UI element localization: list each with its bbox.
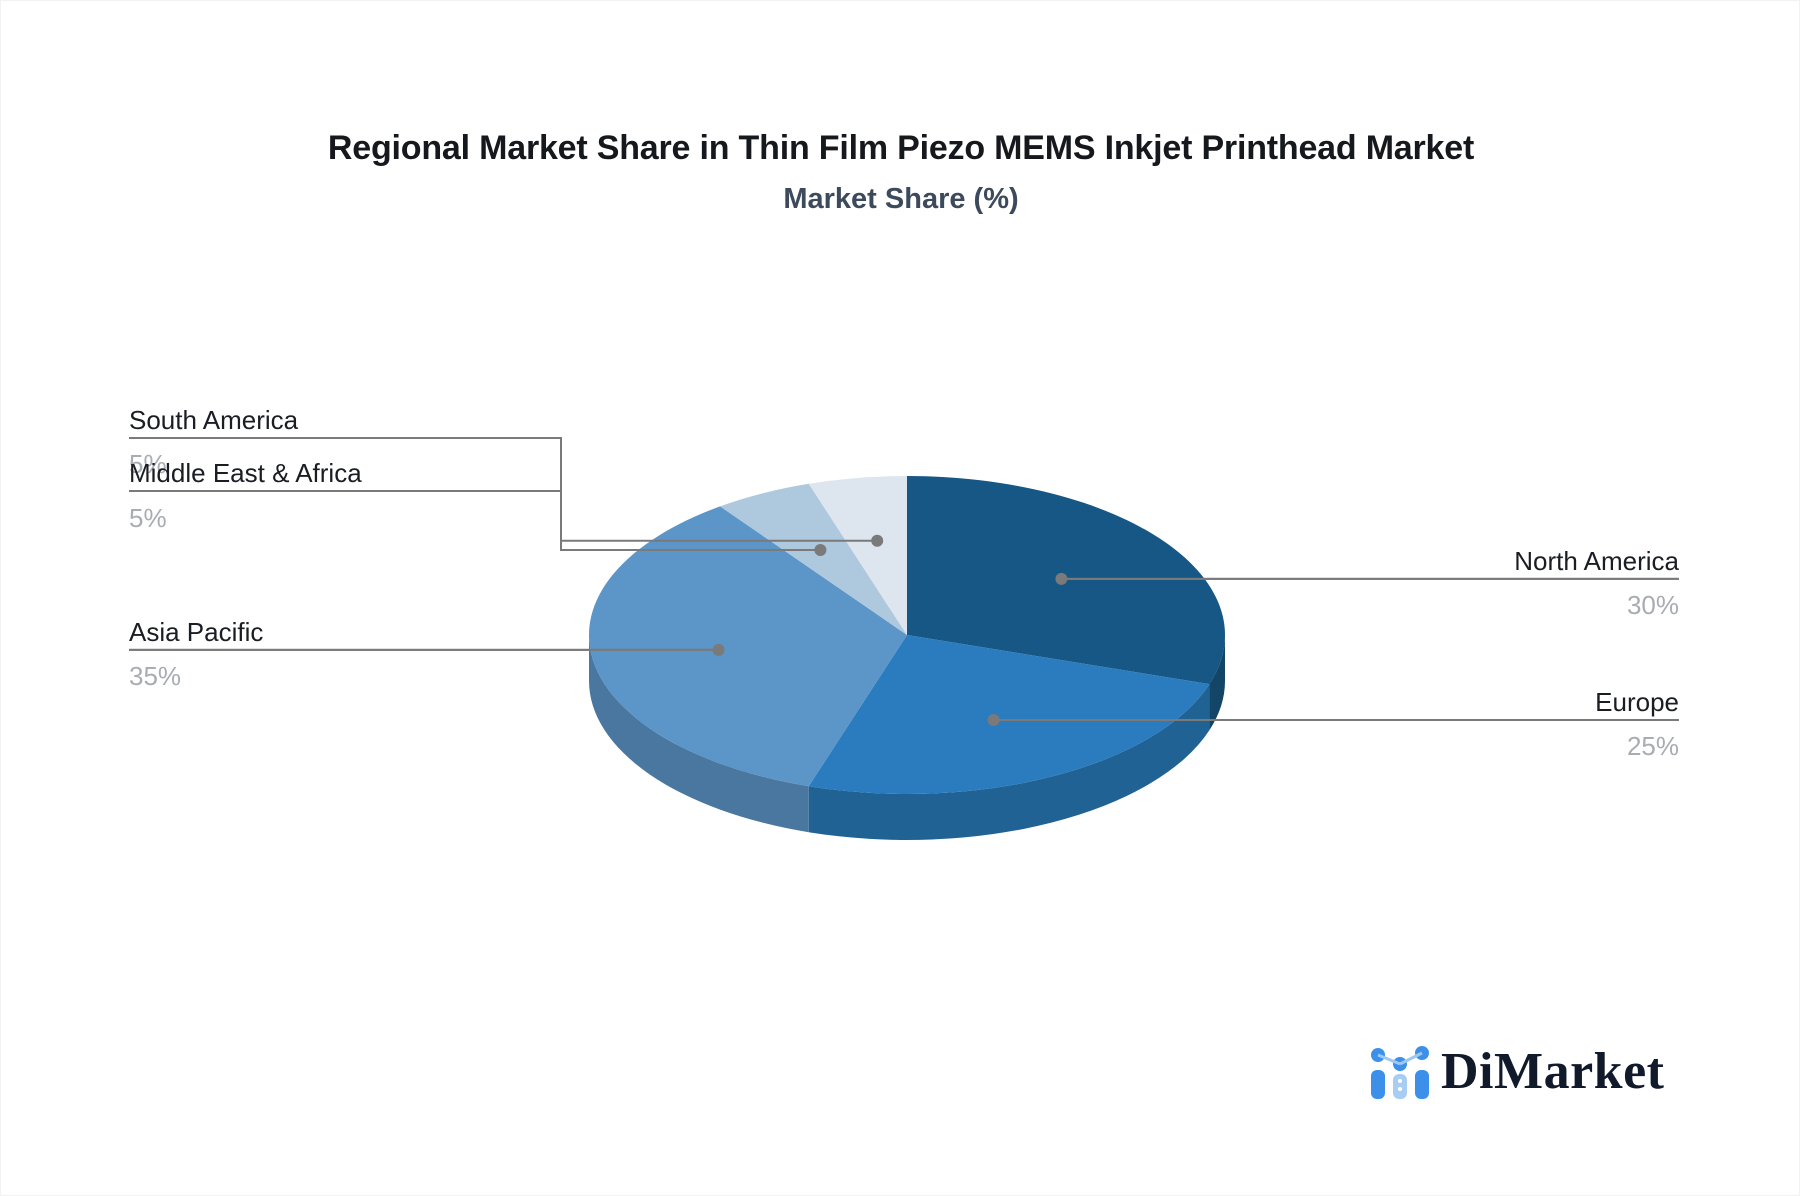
page-title: Regional Market Share in Thin Film Piezo… xyxy=(327,129,1475,167)
label-north-america-value: 30% xyxy=(1627,590,1679,620)
label-europe-value: 25% xyxy=(1627,731,1679,761)
logo-wordmark: DiMarket xyxy=(1441,1043,1665,1100)
label-asia-pacific-value: 35% xyxy=(129,661,181,691)
label-south-america-value: 5% xyxy=(129,449,167,479)
leader-dot-middle-east-africa xyxy=(814,544,827,556)
leader-dot-europe xyxy=(987,714,1000,726)
leader-dot-south-america xyxy=(871,534,884,547)
label-asia-pacific-name: Asia Pacific xyxy=(129,617,263,647)
slice-side-north-america xyxy=(1209,635,1225,731)
chart-subtitle: Market Share (%) xyxy=(783,183,1019,215)
slice-annotations: South America 5% Middle East & Africa 5%… xyxy=(129,405,1680,761)
slice-asia-pacific xyxy=(589,506,907,787)
label-middle-east-africa-name: Middle East & Africa xyxy=(129,458,362,488)
pie-top-face xyxy=(589,476,1225,794)
label-south-america-name: South America xyxy=(129,405,299,435)
label-north-america-name: North America xyxy=(1514,546,1679,576)
label-middle-east-africa-value: 5% xyxy=(129,503,167,533)
slice-middle-east-africa xyxy=(720,483,907,635)
label-underlines xyxy=(129,437,1679,722)
slice-side-europe xyxy=(808,684,1210,840)
slice-europe xyxy=(808,635,1210,794)
pie-3d-depth xyxy=(589,635,1225,840)
bar-chart-logo-icon xyxy=(1371,1046,1429,1099)
slice-side-asia-pacific xyxy=(589,635,809,833)
dimarket-logo: DiMarket xyxy=(1369,1043,1664,1101)
slice-south-america xyxy=(808,476,907,635)
label-europe-name: Europe xyxy=(1595,687,1679,717)
